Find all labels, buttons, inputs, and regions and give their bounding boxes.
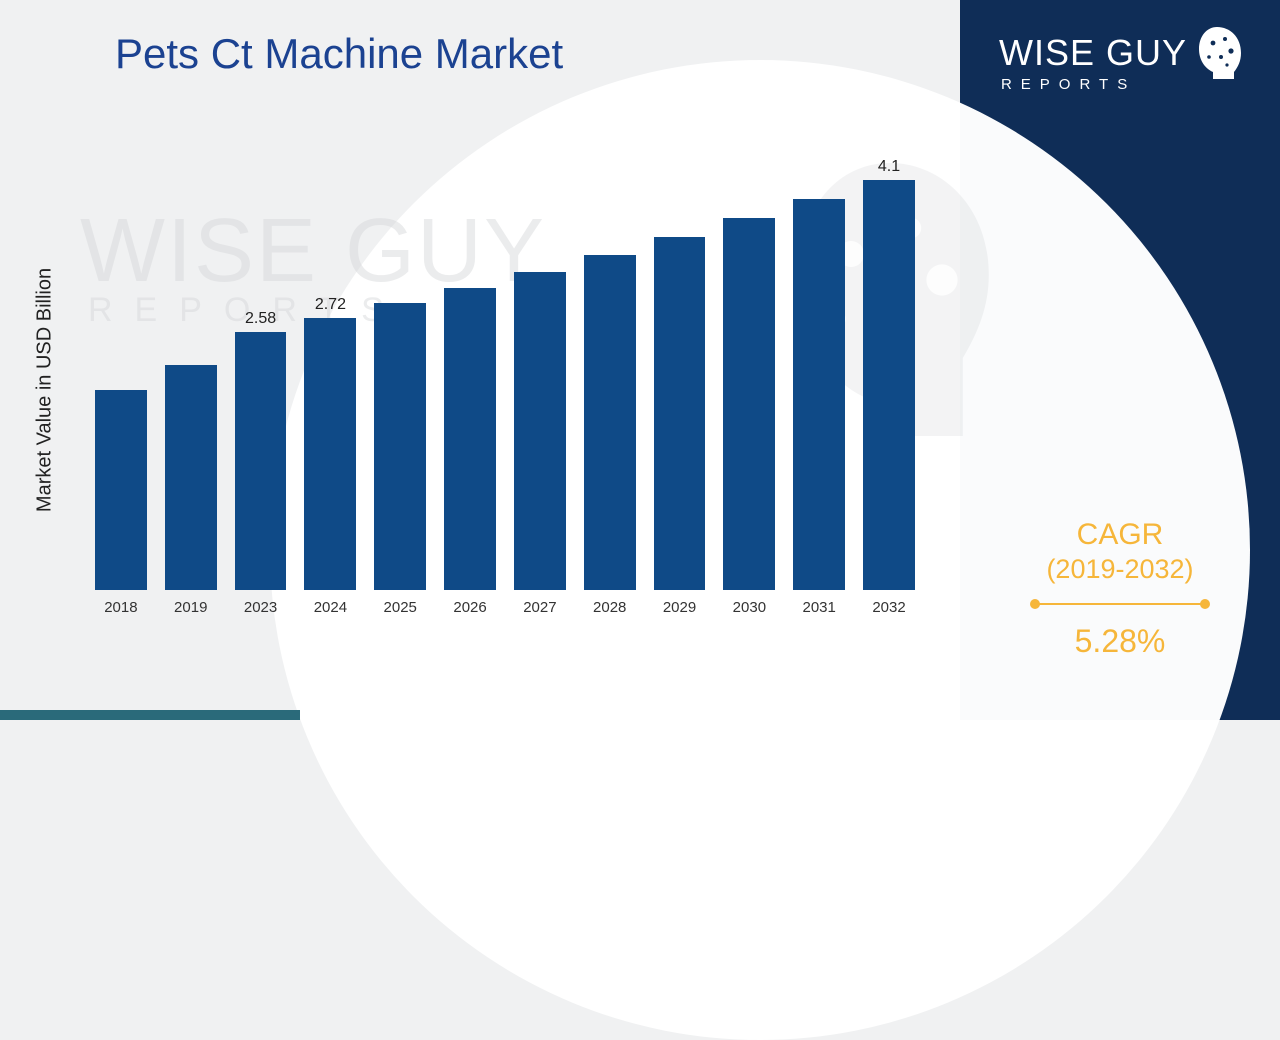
x-axis-label: 2019 [174, 599, 207, 616]
bar-wrap: 4.12032 [863, 158, 915, 590]
bar-value-label: 2.72 [315, 296, 346, 314]
x-axis-label: 2018 [104, 599, 137, 616]
bar-wrap: 2.722024 [304, 296, 356, 590]
x-axis-label: 2026 [453, 599, 486, 616]
x-axis-label: 2031 [803, 599, 836, 616]
bar-wrap: 2031 [793, 177, 845, 590]
x-axis-label: 2025 [384, 599, 417, 616]
chart-title: Pets Ct Machine Market [115, 30, 563, 78]
report-card: WISE GUY REPORTS WISE GUY REPORTS Pets C… [0, 0, 1280, 720]
bar [304, 318, 356, 590]
cagr-value: 5.28% [1000, 623, 1240, 660]
x-axis-label: 2024 [314, 599, 347, 616]
x-axis-label: 2028 [593, 599, 626, 616]
brand-logo: WISE GUY REPORTS [999, 25, 1245, 93]
bar [95, 390, 147, 590]
bar [654, 237, 706, 590]
bar-wrap: 2027 [514, 250, 566, 590]
logo-text-line1: WISE GUY [999, 32, 1187, 74]
x-axis-label: 2030 [733, 599, 766, 616]
bar [444, 288, 496, 590]
bottom-accent-bar [0, 710, 300, 720]
bar [793, 199, 845, 590]
bar [584, 255, 636, 590]
bar-wrap: 2028 [584, 233, 636, 590]
bar-wrap: 2029 [654, 215, 706, 590]
bar-chart: Market Value in USD Billion 201820192.58… [55, 160, 915, 620]
bar-wrap: 2018 [95, 368, 147, 590]
y-axis-label: Market Value in USD Billion [34, 268, 57, 512]
bar-wrap: 2025 [374, 281, 426, 590]
bar-wrap: 2019 [165, 343, 217, 590]
x-axis-label: 2029 [663, 599, 696, 616]
bar-wrap: 2.582023 [235, 310, 287, 590]
cagr-years: (2019-2032) [1000, 554, 1240, 585]
cagr-box: CAGR (2019-2032) 5.28% [1000, 518, 1240, 660]
bar-wrap: 2026 [444, 266, 496, 590]
x-axis-label: 2032 [872, 599, 905, 616]
bar [723, 218, 775, 590]
bar [514, 272, 566, 590]
bars-container: 2018 2019 2.582023 2.722024 2025 2026 2027 2028… [95, 160, 915, 590]
bar-wrap: 2030 [723, 196, 775, 590]
cagr-divider [1035, 603, 1205, 605]
bar [235, 332, 287, 590]
cagr-label: CAGR [1000, 518, 1240, 552]
bar-value-label: 2.58 [245, 310, 276, 328]
x-axis-label: 2023 [244, 599, 277, 616]
x-axis-label: 2027 [523, 599, 556, 616]
logo-head-icon [1195, 25, 1245, 80]
bar [863, 180, 915, 590]
bar [374, 303, 426, 590]
bar [165, 365, 217, 590]
bar-value-label: 4.1 [878, 158, 900, 176]
